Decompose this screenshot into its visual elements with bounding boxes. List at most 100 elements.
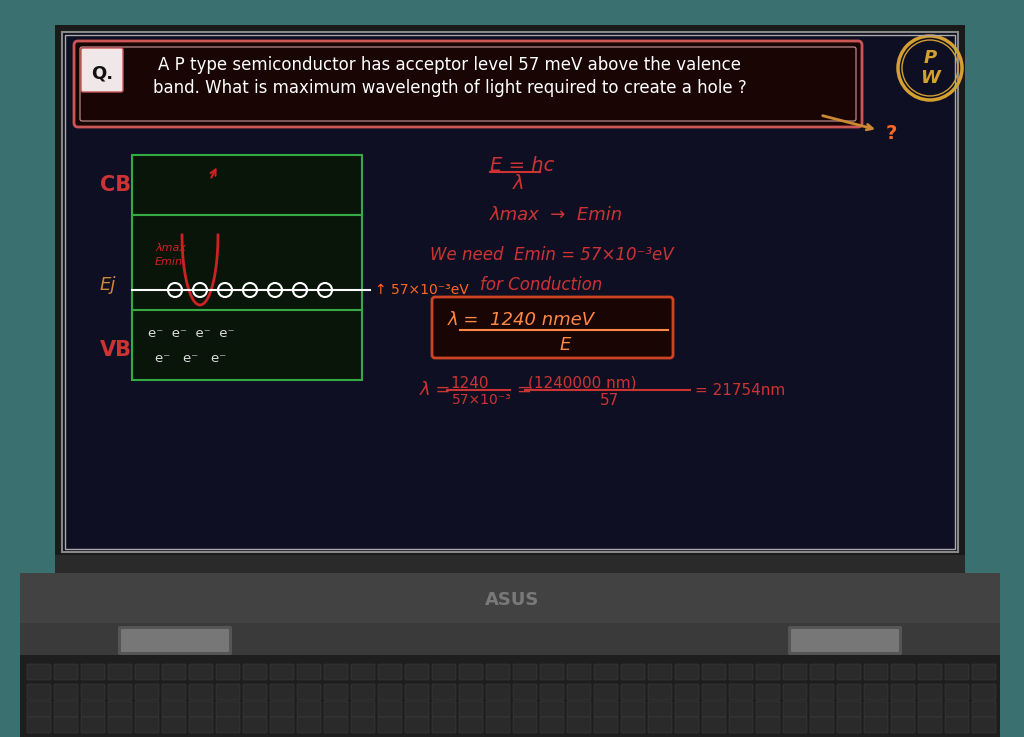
FancyBboxPatch shape [810,701,834,717]
FancyBboxPatch shape [108,684,132,700]
FancyBboxPatch shape [675,664,699,680]
Text: P: P [924,49,937,67]
FancyBboxPatch shape [486,717,510,733]
FancyBboxPatch shape [783,684,807,700]
FancyBboxPatch shape [891,717,915,733]
FancyBboxPatch shape [121,629,229,652]
FancyBboxPatch shape [81,717,105,733]
FancyBboxPatch shape [189,701,213,717]
FancyBboxPatch shape [108,717,132,733]
Text: band. What is maximum wavelength of light required to create a hole ?: band. What is maximum wavelength of ligh… [154,79,746,97]
FancyBboxPatch shape [118,626,232,655]
Text: ↑ 57×10⁻³eV: ↑ 57×10⁻³eV [375,283,469,297]
FancyBboxPatch shape [648,701,672,717]
FancyBboxPatch shape [837,717,861,733]
FancyBboxPatch shape [162,701,186,717]
FancyBboxPatch shape [74,41,862,127]
FancyBboxPatch shape [162,664,186,680]
FancyBboxPatch shape [540,701,564,717]
FancyBboxPatch shape [594,701,618,717]
FancyBboxPatch shape [783,701,807,717]
Bar [132,215,362,315]
Bar [55,25,965,560]
Text: e⁻  e⁻  e⁻  e⁻: e⁻ e⁻ e⁻ e⁻ [148,326,234,340]
FancyBboxPatch shape [216,701,240,717]
FancyBboxPatch shape [972,717,996,733]
Text: λ =: λ = [420,381,452,399]
FancyBboxPatch shape [864,664,888,680]
Text: ASUS: ASUS [484,591,540,609]
FancyBboxPatch shape [756,664,780,680]
FancyBboxPatch shape [297,684,321,700]
FancyBboxPatch shape [594,684,618,700]
FancyBboxPatch shape [351,684,375,700]
Bar [132,310,362,380]
FancyBboxPatch shape [810,684,834,700]
Text: 57×10⁻³: 57×10⁻³ [452,393,512,407]
FancyBboxPatch shape [406,717,429,733]
FancyBboxPatch shape [540,664,564,680]
FancyBboxPatch shape [918,664,942,680]
FancyBboxPatch shape [81,664,105,680]
FancyBboxPatch shape [216,664,240,680]
FancyBboxPatch shape [54,664,78,680]
FancyBboxPatch shape [189,664,213,680]
FancyBboxPatch shape [945,717,969,733]
Bar [132,155,362,215]
Text: We need  Emin = 57×10⁻³eV: We need Emin = 57×10⁻³eV [430,246,674,264]
FancyBboxPatch shape [675,684,699,700]
FancyBboxPatch shape [297,717,321,733]
Text: A P type semiconductor has acceptor level 57 meV above the valence: A P type semiconductor has acceptor leve… [159,56,741,74]
FancyBboxPatch shape [243,717,267,733]
Text: 1240: 1240 [450,375,488,391]
Bar [20,573,1000,623]
FancyBboxPatch shape [486,701,510,717]
FancyBboxPatch shape [837,684,861,700]
FancyBboxPatch shape [270,664,294,680]
Text: Emin: Emin [155,257,183,267]
FancyBboxPatch shape [621,701,645,717]
FancyBboxPatch shape [270,717,294,733]
Text: E: E [560,336,571,354]
FancyBboxPatch shape [189,684,213,700]
FancyBboxPatch shape [351,717,375,733]
Text: Q.: Q. [91,64,113,82]
FancyBboxPatch shape [135,664,159,680]
FancyBboxPatch shape [567,701,591,717]
FancyBboxPatch shape [270,684,294,700]
FancyBboxPatch shape [729,664,753,680]
FancyBboxPatch shape [243,664,267,680]
FancyBboxPatch shape [540,717,564,733]
FancyBboxPatch shape [567,684,591,700]
FancyBboxPatch shape [594,664,618,680]
Text: λ =  1240 nmeV: λ = 1240 nmeV [449,311,595,329]
FancyBboxPatch shape [918,701,942,717]
Text: ?: ? [886,124,897,142]
FancyBboxPatch shape [135,701,159,717]
Text: 57: 57 [600,393,620,408]
FancyBboxPatch shape [513,717,537,733]
FancyBboxPatch shape [54,684,78,700]
FancyBboxPatch shape [270,701,294,717]
FancyBboxPatch shape [324,664,348,680]
FancyBboxPatch shape [648,664,672,680]
Text: λmax  →  Emin: λmax → Emin [490,206,624,224]
FancyBboxPatch shape [648,684,672,700]
FancyBboxPatch shape [216,717,240,733]
FancyBboxPatch shape [621,684,645,700]
FancyBboxPatch shape [756,701,780,717]
FancyBboxPatch shape [406,701,429,717]
FancyBboxPatch shape [243,684,267,700]
FancyBboxPatch shape [324,701,348,717]
FancyBboxPatch shape [189,717,213,733]
FancyBboxPatch shape [108,664,132,680]
Text: = 21754nm: = 21754nm [695,383,785,397]
FancyBboxPatch shape [324,684,348,700]
FancyBboxPatch shape [81,48,123,92]
FancyBboxPatch shape [459,664,483,680]
FancyBboxPatch shape [513,664,537,680]
FancyBboxPatch shape [54,701,78,717]
Text: CB: CB [100,175,131,195]
FancyBboxPatch shape [27,664,51,680]
FancyBboxPatch shape [864,684,888,700]
